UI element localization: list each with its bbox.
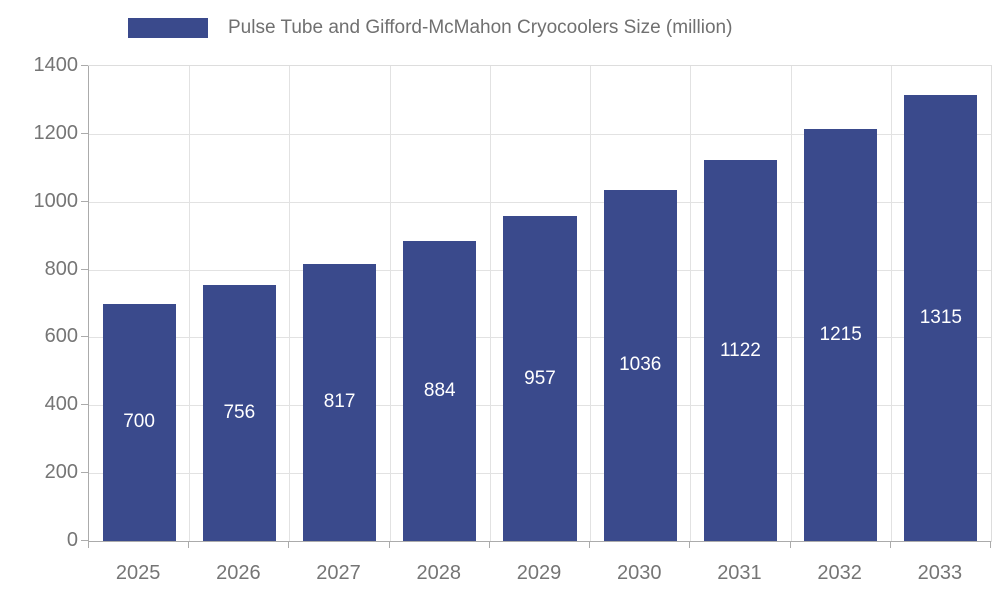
bar-value-label: 756 xyxy=(223,401,256,423)
x-tick-label: 2025 xyxy=(115,562,161,584)
v-gridline xyxy=(690,66,692,541)
bar-value-label: 1122 xyxy=(720,339,761,361)
bar-value-label: 1036 xyxy=(619,354,662,376)
y-tick-label: 0 xyxy=(66,529,78,551)
bar-2031: 1122 xyxy=(703,160,778,541)
x-tick-label: 2029 xyxy=(516,562,562,584)
y-tick-label: 800 xyxy=(44,257,78,280)
x-tick-mark xyxy=(689,541,691,548)
y-tick-mark xyxy=(81,404,88,406)
x-tick-mark xyxy=(789,541,791,548)
y-tick-label: 600 xyxy=(44,325,78,348)
v-gridline xyxy=(289,66,291,541)
bar-value-label: 700 xyxy=(123,411,155,433)
v-gridline xyxy=(489,66,491,541)
bar-2032: 1215 xyxy=(804,128,878,541)
y-tick-mark xyxy=(81,132,88,134)
x-tick-mark xyxy=(288,541,290,548)
x-tick-label: 2030 xyxy=(616,562,662,584)
y-tick-mark xyxy=(81,200,88,202)
x-tick-label: 2027 xyxy=(316,562,361,584)
y-tick-label: 400 xyxy=(44,393,78,416)
y-tick-label: 1200 xyxy=(33,121,79,144)
bar-2025: 700 xyxy=(102,303,176,541)
x-tick-mark xyxy=(388,541,390,548)
bar-2033: 1315 xyxy=(904,94,978,541)
bar-2026: 756 xyxy=(202,284,276,541)
x-tick-mark xyxy=(488,541,490,548)
x-tick-mark xyxy=(188,541,190,548)
bar-value-label: 1315 xyxy=(919,306,963,328)
y-tick-mark xyxy=(81,472,88,474)
legend: Pulse Tube and Gifford-McMahon Cryocoole… xyxy=(128,17,732,39)
y-tick-mark xyxy=(81,540,88,541)
bar-value-label: 1215 xyxy=(819,323,862,345)
y-tick-label: 1000 xyxy=(33,189,79,212)
y-axis-line xyxy=(88,66,89,541)
bar-value-label: 884 xyxy=(423,380,456,402)
bar-2029: 957 xyxy=(503,216,577,541)
x-tick-label: 2031 xyxy=(717,562,762,584)
bar-value-label: 817 xyxy=(323,391,356,413)
bar-2028: 884 xyxy=(403,241,477,541)
legend-label: Pulse Tube and Gifford-McMahon Cryocoole… xyxy=(228,17,733,38)
x-tick-label: 2028 xyxy=(416,562,462,584)
v-gridline xyxy=(389,66,391,541)
x-tick-label: 2032 xyxy=(817,562,862,584)
h-gridline xyxy=(89,201,991,203)
y-tick-label: 200 xyxy=(44,461,78,484)
h-gridline xyxy=(89,133,991,135)
x-tick-mark xyxy=(589,541,591,548)
y-tick-label: 1400 xyxy=(33,54,79,76)
v-gridline xyxy=(189,66,191,541)
plot-area: 700 756 817 884 957 1036 1122 1215 1315 xyxy=(88,65,992,542)
x-tick-mark xyxy=(889,541,891,548)
bar-2027: 817 xyxy=(302,263,377,541)
y-tick-mark xyxy=(81,268,88,270)
y-tick-mark xyxy=(81,336,88,338)
bar-2030: 1036 xyxy=(603,189,677,541)
x-axis-line xyxy=(89,541,991,542)
bar-value-label: 957 xyxy=(524,367,556,389)
v-gridline xyxy=(890,66,892,541)
x-tick-mark xyxy=(88,541,89,548)
x-tick-label: 2026 xyxy=(216,562,261,584)
v-gridline xyxy=(590,66,592,541)
y-tick-mark xyxy=(81,65,88,66)
legend-swatch xyxy=(128,18,208,38)
x-tick-mark xyxy=(990,541,991,548)
x-tick-label: 2033 xyxy=(917,562,963,584)
v-gridline xyxy=(790,66,792,541)
